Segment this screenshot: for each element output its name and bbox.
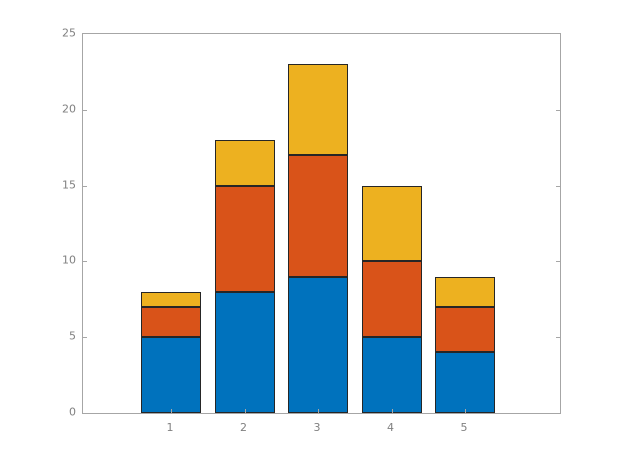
bar-5-series-1-blue [435,352,495,413]
y-tick-label-15: 15 [62,178,76,192]
bar-group-1 [141,34,201,413]
x-tick-3 [318,409,319,413]
y-tick-right-10 [556,261,560,263]
x-tick-label-1: 1 [166,421,174,434]
x-tick-label-4: 4 [387,421,394,434]
x-tick-5 [465,409,466,413]
bar-4-series-2-orange [361,261,422,338]
bar-5-series-3-yellow [435,276,495,307]
y-tick-label-20: 20 [62,102,76,116]
y-tick-right-5 [556,337,560,339]
bar-2-series-3-yellow [214,140,275,186]
bar-group-4 [361,34,422,413]
bar-group-3 [288,34,348,413]
x-tick-4 [391,409,393,413]
bar-1-series-3-yellow [141,291,201,307]
x-tick-label-2: 2 [240,421,247,434]
bar-4-series-3-yellow [361,185,422,262]
bar-3-series-1-blue [288,276,348,413]
x-tick-2 [244,409,246,413]
y-tick-left-15 [83,185,87,187]
bar-group-5 [435,34,495,413]
y-tick-label-5: 5 [69,329,76,343]
x-tick-1 [171,409,172,413]
y-tick-left-5 [83,337,87,339]
bar-group-2 [214,34,275,413]
bar-2-series-2-orange [214,185,275,292]
bar-4-series-1-blue [361,337,422,413]
y-tick-left-10 [83,261,87,263]
y-tick-label-10: 10 [62,253,76,267]
x-tick-label-3: 3 [313,421,321,434]
bar-1-series-1-blue [141,337,201,413]
bar-2-series-1-blue [214,291,275,413]
y-tick-right-20 [556,109,560,111]
bar-3-series-3-yellow [288,64,348,156]
y-tick-right-15 [556,185,560,187]
y-tick-label-0: 0 [69,405,76,419]
y-tick-label-25: 25 [62,26,76,40]
plot-area [82,33,561,414]
bar-3-series-2-orange [288,155,348,277]
y-tick-left-20 [83,109,87,111]
x-tick-label-5: 5 [460,421,468,434]
bar-5-series-2-orange [435,306,495,353]
bar-1-series-2-orange [141,306,201,338]
